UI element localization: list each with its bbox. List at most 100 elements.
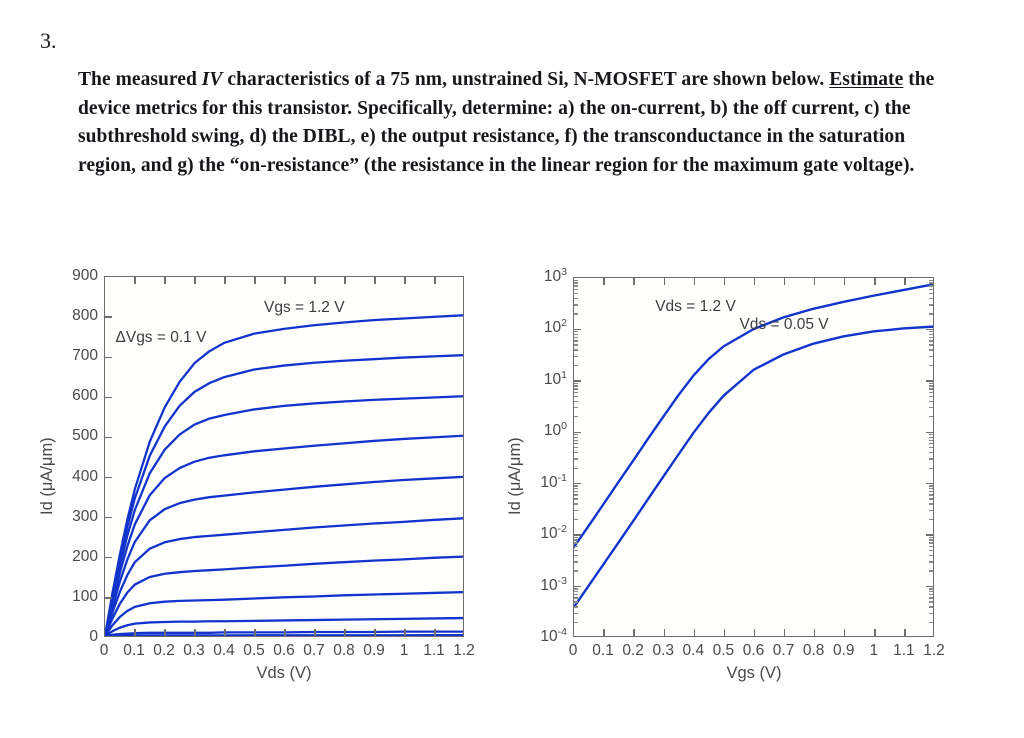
transfer-y-minor-tick-0-7 <box>574 593 578 596</box>
transfer-y-minor-tick-right-6-7 <box>929 285 933 287</box>
transfer-curve-1 <box>574 325 933 609</box>
transfer-x-tick-bottom-10 <box>874 629 876 636</box>
transfer-y-tick-label-5: 101 <box>543 368 567 388</box>
transfer-x-tick-label-6: 0.6 <box>742 642 765 659</box>
transfer-y-tick-2 <box>574 534 581 536</box>
transfer-y-tick-right-5 <box>926 380 933 382</box>
transfer-x-tick-label-11: 1.1 <box>893 642 915 659</box>
transfer-x-tick-bottom-4 <box>693 629 696 636</box>
transfer-x-tick-top-11 <box>904 278 906 285</box>
transfer-y-tick-right-4 <box>926 431 933 433</box>
transfer-y-minor-tick-0-6 <box>574 597 578 599</box>
transfer-x-tick-label-5: 0.5 <box>712 642 735 659</box>
output-x-tick-bottom-7 <box>314 629 316 636</box>
output-x-tick-label-11: 1.1 <box>423 642 445 659</box>
output-curve-2 <box>105 395 463 636</box>
transfer-y-minor-tick-right-4-4 <box>929 400 933 402</box>
transfer-x-tick-label-1: 0.1 <box>592 642 614 659</box>
transfer-x-tick-bottom-9 <box>844 629 846 636</box>
output-x-tick-top-7 <box>314 277 316 284</box>
output-x-tick-bottom-9 <box>374 629 376 636</box>
transfer-y-minor-tick-3-3 <box>574 458 578 460</box>
output-x-tick-top-6 <box>284 277 286 284</box>
transfer-y-minor-tick-right-0-2 <box>929 621 933 624</box>
transfer-x-tick-top-1 <box>603 278 605 285</box>
output-x-tick-top-5 <box>254 277 256 284</box>
transfer-y-minor-tick-right-3-9 <box>929 433 933 436</box>
output-y-tick-6 <box>105 396 112 399</box>
transfer-x-tick-bottom-6 <box>753 629 756 636</box>
transfer-y-minor-tick-right-3-2 <box>929 467 933 469</box>
transfer-y-minor-tick-5-6 <box>574 340 578 342</box>
output-x-tick-bottom-10 <box>404 629 406 636</box>
transfer-y-minor-tick-right-3-6 <box>929 442 933 445</box>
output-curve-3 <box>105 434 463 636</box>
transfer-y-minor-tick-0-8 <box>574 590 578 593</box>
transfer-y-tick-label-7: 103 <box>543 265 567 285</box>
figures-container: Id (μA/μm) 0 100 200 300 400 500 600 700 800 900 … <box>0 250 1024 700</box>
transfer-y-tick-6 <box>574 328 581 331</box>
transfer-y-minor-tick-3-2 <box>574 467 578 469</box>
output-x-tick-label-9: 0.9 <box>363 642 385 659</box>
output-x-tick-label-12: 1.2 <box>453 642 475 659</box>
transfer-y-minor-tick-right-2-3 <box>929 509 933 512</box>
transfer-y-minor-tick-right-5-6 <box>929 340 933 342</box>
transfer-x-tick-bottom-7 <box>783 629 786 636</box>
output-y-tick-label-9: 900 <box>72 267 98 284</box>
question-text-run-4: the device metrics for this transistor. … <box>78 69 935 176</box>
transfer-chart-annotation-vds-low: Vds = 0.05 V <box>739 315 829 333</box>
transfer-y-minor-tick-1-4 <box>574 554 578 557</box>
output-x-tick-top-1 <box>134 277 136 284</box>
transfer-y-minor-tick-right-3-3 <box>929 458 933 460</box>
output-chart-annotation-delta-vgs: ΔVgs = 0.1 V <box>115 329 207 347</box>
question-text-run-3: Estimate <box>829 69 904 90</box>
transfer-y-minor-tick-5-4 <box>574 349 578 351</box>
transfer-y-minor-tick-3-7 <box>574 439 578 441</box>
transfer-y-minor-tick-right-0-7 <box>929 593 933 596</box>
transfer-y-minor-tick-right-4-3 <box>929 407 933 409</box>
transfer-y-minor-tick-1-2 <box>574 570 578 572</box>
transfer-y-tick-right-3 <box>926 483 933 485</box>
output-y-tick-5 <box>105 436 112 439</box>
transfer-y-minor-tick-right-6-5 <box>929 292 933 295</box>
transfer-y-tick-1 <box>574 585 581 588</box>
transfer-y-minor-tick-right-6-2 <box>929 313 933 315</box>
output-y-tick-label-0: 0 <box>89 628 98 645</box>
transfer-y-minor-tick-right-4-2 <box>929 416 933 418</box>
transfer-y-tick-3 <box>574 483 581 485</box>
transfer-y-minor-tick-4-2 <box>574 416 578 418</box>
output-curve-7 <box>105 590 463 636</box>
transfer-x-tick-label-3: 0.3 <box>652 642 675 659</box>
transfer-x-tick-top-10 <box>874 278 876 285</box>
transfer-y-tick-4 <box>574 431 581 433</box>
transfer-y-minor-tick-6-4 <box>574 297 578 300</box>
transfer-y-minor-tick-right-2-5 <box>929 498 933 500</box>
output-x-tick-bottom-3 <box>194 629 196 636</box>
transfer-chart-annotation-vds-high: Vds = 1.2 V <box>655 298 736 316</box>
question-text-run-0: The measured <box>78 69 202 90</box>
transfer-x-tick-bottom-3 <box>663 629 665 636</box>
transfer-y-minor-tick-2-7 <box>574 490 578 493</box>
output-y-tick-label-5: 500 <box>72 427 98 445</box>
transfer-y-minor-tick-right-1-2 <box>929 570 933 572</box>
transfer-y-minor-tick-right-2-9 <box>929 485 933 487</box>
output-y-tick-label-3: 300 <box>72 507 98 525</box>
output-chart-x-axis-title: Vds (V) <box>256 664 312 682</box>
transfer-x-tick-label-7: 0.7 <box>772 642 795 659</box>
transfer-y-minor-tick-right-0-6 <box>929 597 933 599</box>
output-curve-6 <box>105 555 463 636</box>
transfer-y-minor-tick-right-0-3 <box>929 612 933 615</box>
output-y-tick-label-6: 600 <box>72 387 98 405</box>
transfer-y-minor-tick-4-3 <box>574 407 578 409</box>
transfer-y-minor-tick-6-6 <box>574 288 578 291</box>
transfer-x-tick-label-4: 0.4 <box>682 642 705 659</box>
transfer-y-tick-label-4: 100 <box>543 420 567 440</box>
transfer-y-minor-tick-right-5-8 <box>929 333 933 336</box>
question-body-text: The measured IV characteristics of a 75 … <box>78 66 958 180</box>
output-characteristics-chart: Id (μA/μm) 0 100 200 300 400 500 600 700 800 900 … <box>30 250 500 695</box>
output-x-tick-bottom-1 <box>134 629 136 636</box>
output-x-tick-label-3: 0.3 <box>183 642 205 659</box>
transfer-y-minor-tick-right-0-4 <box>929 606 933 608</box>
output-x-tick-bottom-6 <box>284 629 286 636</box>
question-text-run-1: IV <box>201 69 223 90</box>
